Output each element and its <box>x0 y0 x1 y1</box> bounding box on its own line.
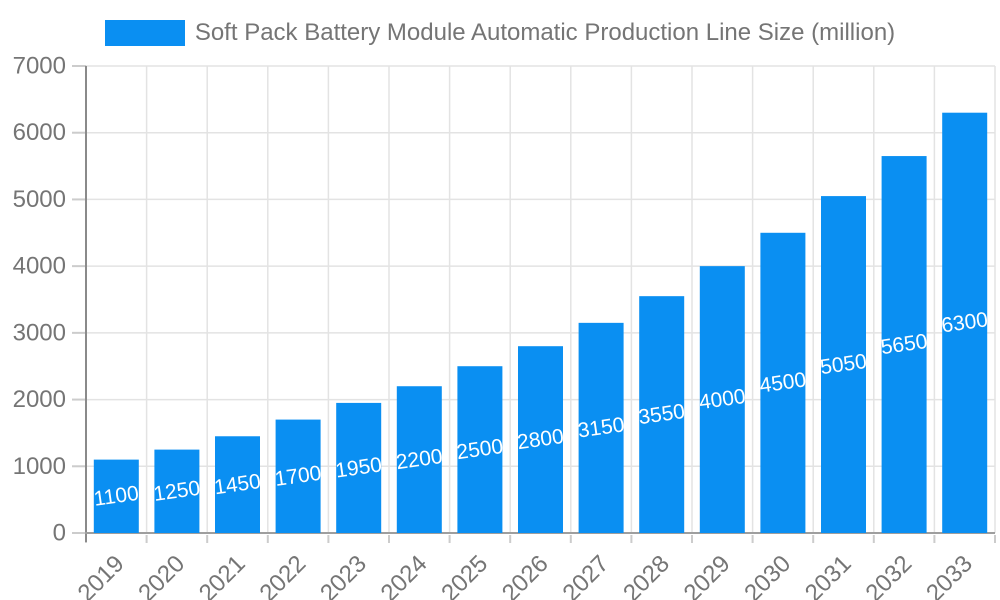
bar-2027[interactable] <box>578 322 624 533</box>
y-axis-tick-label: 2000 <box>13 386 66 413</box>
x-axis-label: 2025 <box>436 550 493 600</box>
bar-2020[interactable] <box>154 449 200 533</box>
bar-2021[interactable] <box>215 436 260 533</box>
x-axis-label: 2033 <box>921 550 978 600</box>
y-axis-tick-label: 3000 <box>13 319 66 346</box>
bar-2028[interactable] <box>639 296 685 533</box>
bar-2023[interactable] <box>336 402 382 533</box>
x-axis-label: 2019 <box>73 550 130 600</box>
x-axis-label: 2031 <box>800 550 857 600</box>
x-axis-label: 2022 <box>254 550 311 600</box>
y-axis-tick-label: 5000 <box>13 186 66 213</box>
x-axis-label: 2021 <box>194 550 251 600</box>
y-axis-tick-label: 6000 <box>13 119 66 146</box>
x-axis-label: 2020 <box>133 550 190 600</box>
bar-2033[interactable] <box>942 112 988 533</box>
bar-2026[interactable] <box>518 346 563 533</box>
x-axis-label: 2026 <box>497 550 554 600</box>
y-axis-tick-label: 4000 <box>13 253 66 280</box>
y-axis-tick-label: 7000 <box>13 53 66 80</box>
bar-2029[interactable] <box>699 266 745 533</box>
bar-2030[interactable] <box>760 232 806 534</box>
bar-2019[interactable] <box>93 459 139 533</box>
bar-2032[interactable] <box>881 156 927 534</box>
x-axis-label: 2032 <box>860 550 917 600</box>
bar-2024[interactable] <box>396 386 442 533</box>
bar-2022[interactable] <box>275 419 321 533</box>
bar-2025[interactable] <box>457 366 503 533</box>
y-axis-tick-label: 0 <box>53 520 66 547</box>
x-axis-label: 2028 <box>618 550 675 600</box>
x-axis-label: 2030 <box>739 550 796 600</box>
x-axis-label: 2023 <box>315 550 372 600</box>
x-axis-label: 2024 <box>376 550 433 600</box>
x-axis-label: 2029 <box>679 550 736 600</box>
bar-2031[interactable] <box>821 196 866 534</box>
y-axis-tick-label: 1000 <box>13 453 66 480</box>
x-axis-label: 2027 <box>557 550 614 600</box>
legend-color-swatch-icon <box>104 20 185 46</box>
legend-label: Soft Pack Battery Module Automatic Produ… <box>194 19 896 46</box>
legend[interactable]: Soft Pack Battery Module Automatic Produ… <box>0 19 1000 46</box>
